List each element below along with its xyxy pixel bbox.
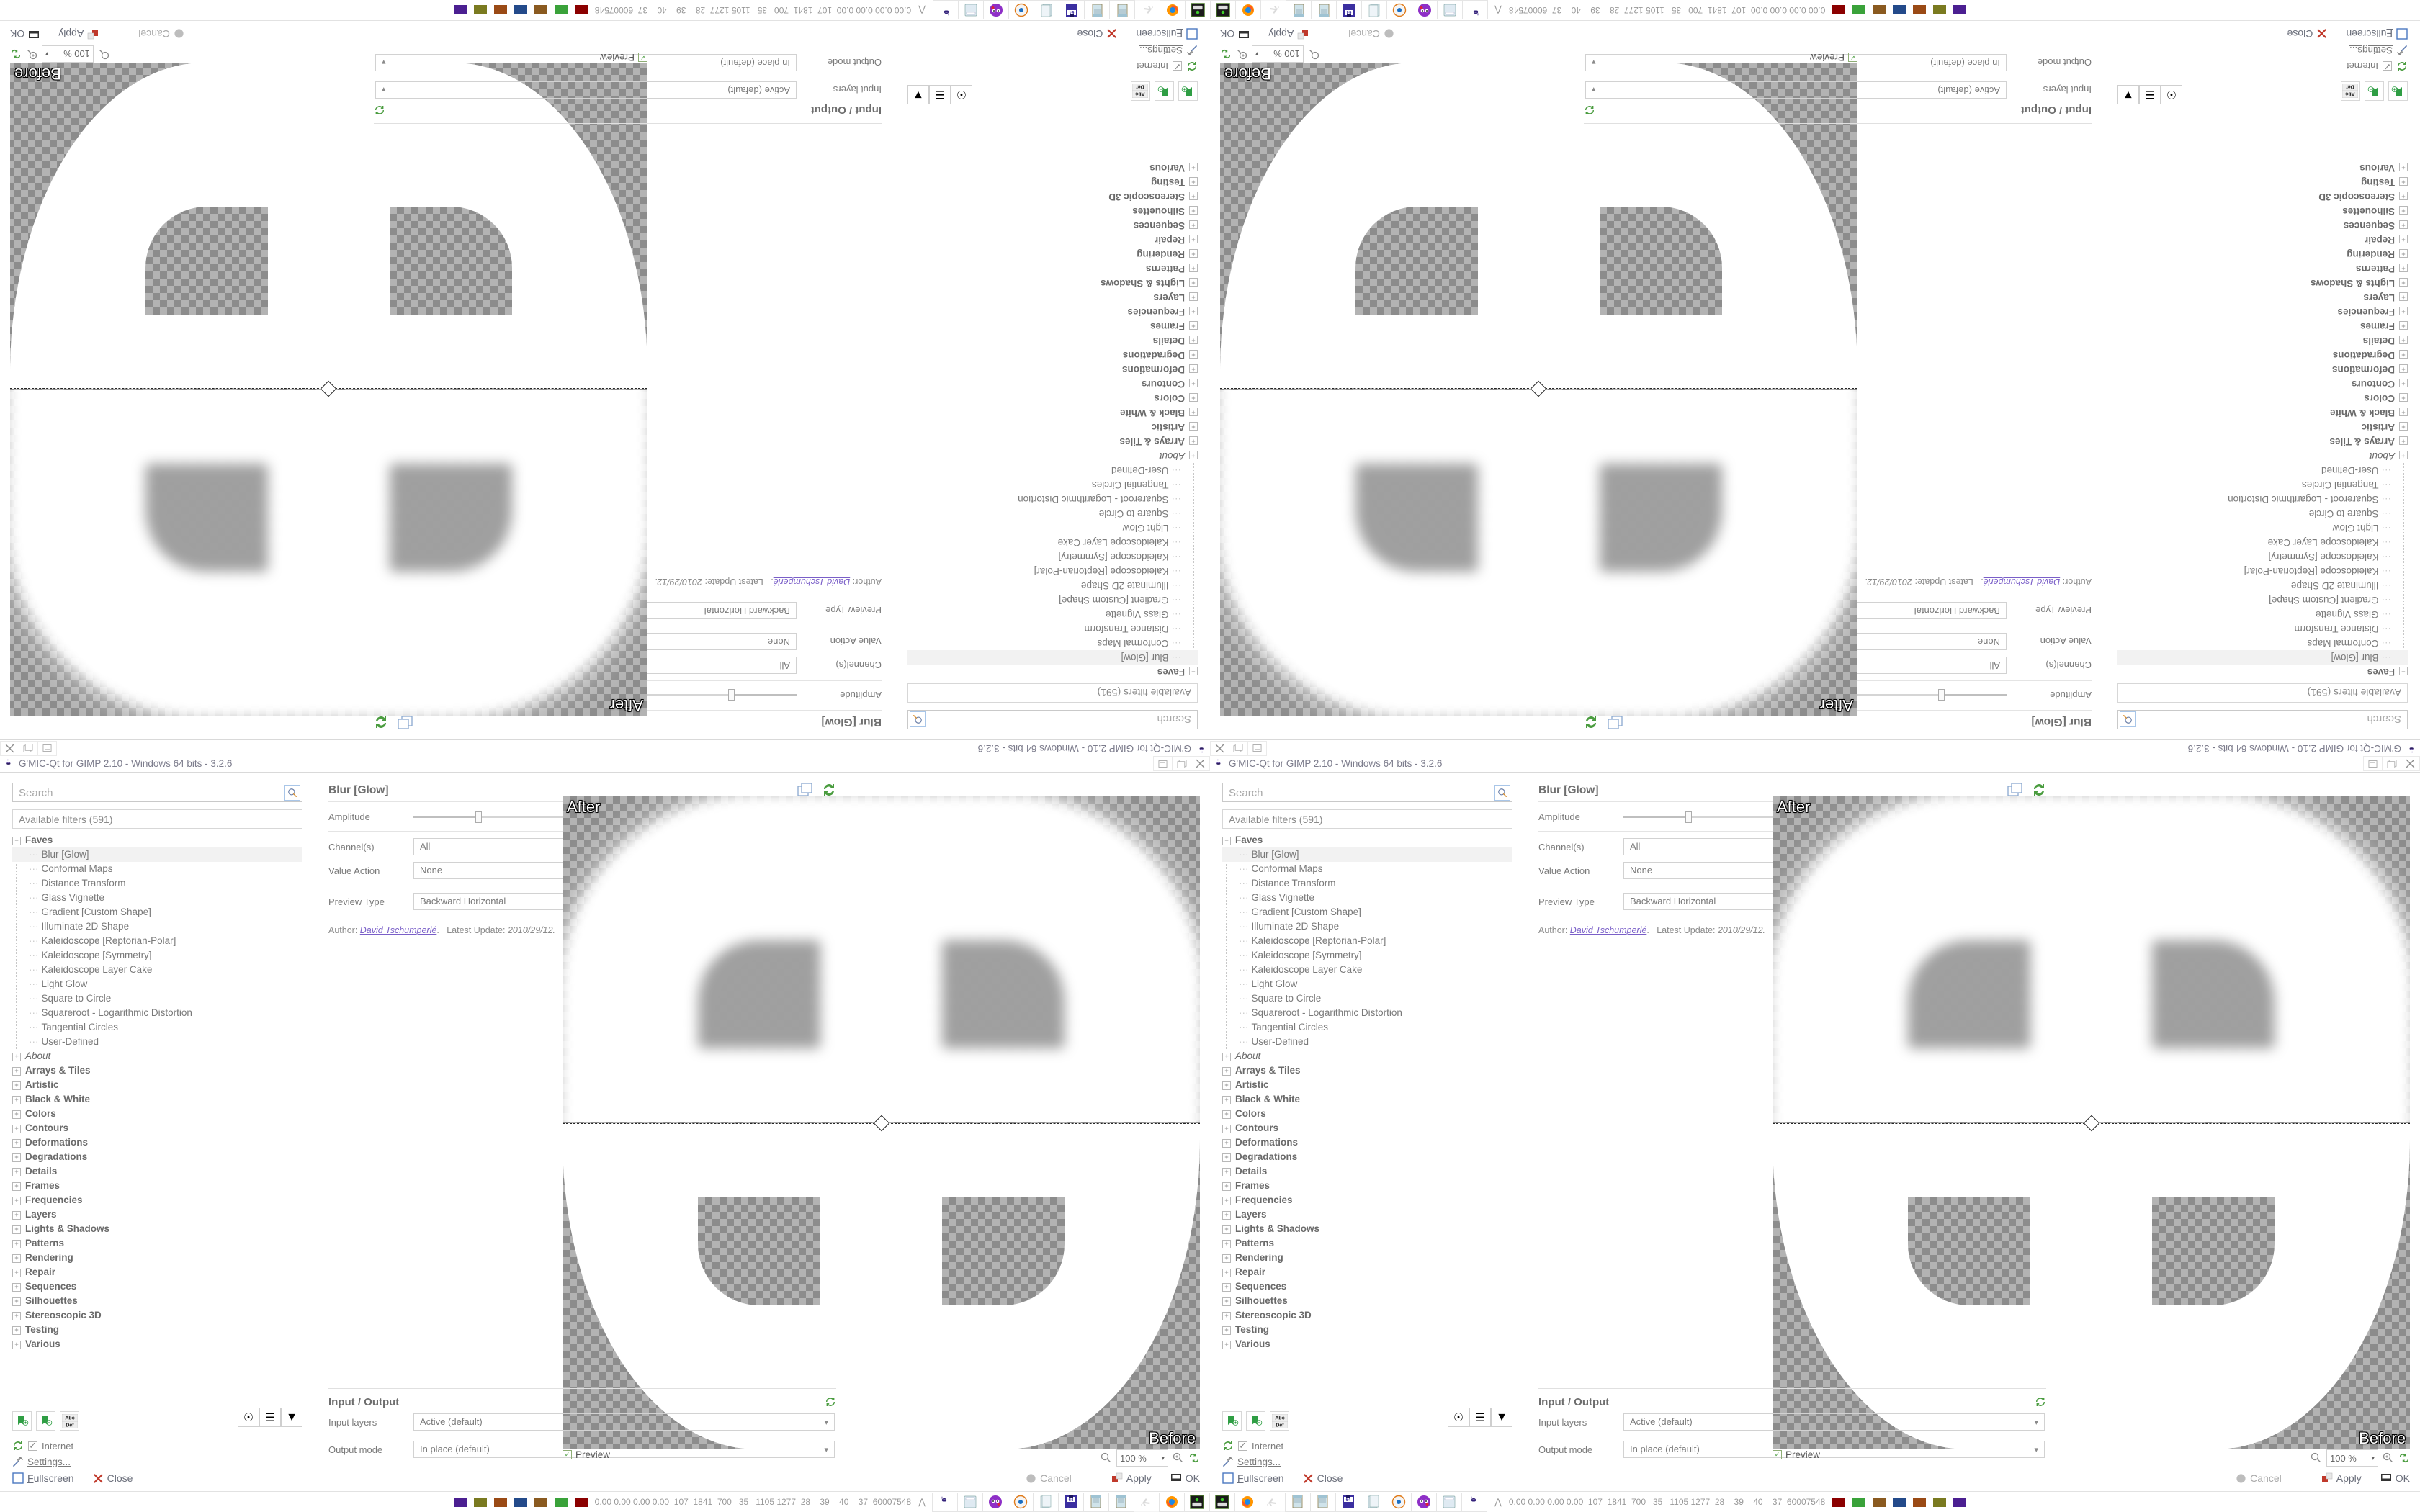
svg-text:64: 64 <box>1346 9 1351 14</box>
svg-text:Def: Def <box>1136 84 1144 89</box>
svg-text:Def: Def <box>1276 1423 1284 1428</box>
svg-text:Abc: Abc <box>1275 1416 1284 1421</box>
svg-text:Abc: Abc <box>2346 91 2355 96</box>
svg-text:Abc: Abc <box>65 1416 74 1421</box>
svg-text:64: 64 <box>1069 1498 1074 1503</box>
svg-text:64: 64 <box>1069 9 1074 14</box>
svg-text:Def: Def <box>66 1423 74 1428</box>
svg-text:64: 64 <box>1346 1498 1351 1503</box>
svg-text:Def: Def <box>2346 84 2354 89</box>
svg-text:Abc: Abc <box>1136 91 1145 96</box>
